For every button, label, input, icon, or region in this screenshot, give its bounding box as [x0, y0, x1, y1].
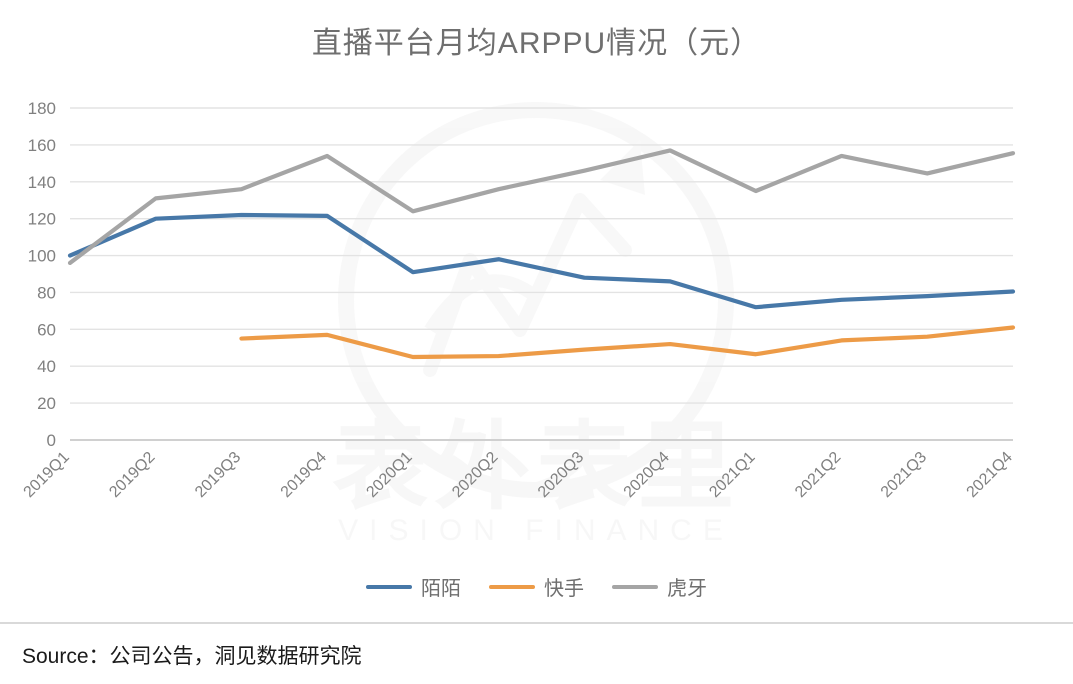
x-axis-labels: 2019Q1 2019Q2 2019Q3 2019Q4 2020Q1 2020Q2 2020…	[21, 449, 1016, 501]
y-axis-tick-label: 60	[37, 320, 56, 339]
y-axis-tick-label: 120	[28, 210, 56, 229]
x-axis-tick-label: 2019Q4	[278, 449, 330, 501]
legend-swatch-icon	[366, 584, 412, 589]
x-axis-tick-label: 2020Q2	[449, 449, 501, 501]
chart-plot-area: 0 20 40 60 80 100 120 140 160 180 2019Q1 2019Q2 201…	[21, 99, 1016, 501]
series-line-快手	[239, 325, 1016, 360]
x-axis-tick-label: 2021Q4	[964, 449, 1016, 501]
source-note: Source：公司公告，洞见数据研究院	[22, 645, 362, 668]
x-axis-tick-label: 2020Q1	[363, 449, 415, 501]
x-axis-tick-label: 2020Q3	[535, 449, 587, 501]
y-axis-tick-label: 80	[37, 283, 56, 302]
x-axis-tick-label: 2019Q3	[192, 449, 244, 501]
legend-item-快手[interactable]: 快手	[489, 572, 584, 601]
footer-divider	[0, 622, 1073, 624]
chart-legend: 陌陌 快手 虎牙	[0, 572, 1073, 601]
y-axis-tick-label: 40	[37, 357, 56, 376]
y-axis-tick-label: 160	[28, 136, 56, 155]
x-axis-tick-label: 2019Q2	[106, 449, 158, 501]
x-axis-tick-label: 2019Q1	[21, 449, 73, 501]
y-axis-tick-label: 140	[28, 173, 56, 192]
y-axis-tick-label: 20	[37, 394, 56, 413]
gridlines	[70, 107, 1013, 441]
x-axis-tick-label: 2021Q3	[878, 449, 930, 501]
legend-swatch-icon	[612, 584, 658, 589]
legend-item-陌陌[interactable]: 陌陌	[366, 572, 461, 601]
legend-item-虎牙[interactable]: 虎牙	[612, 572, 707, 601]
x-axis-tick-label: 2021Q1	[706, 449, 758, 501]
legend-label: 陌陌	[421, 578, 461, 600]
legend-label: 虎牙	[667, 578, 707, 600]
y-axis-tick-label: 100	[28, 247, 56, 266]
series-line-陌陌	[67, 212, 1016, 310]
legend-swatch-icon	[489, 584, 535, 589]
legend-label: 快手	[544, 578, 584, 600]
y-axis-labels: 0 20 40 60 80 100 120 140 160 180	[28, 99, 56, 450]
y-axis-tick-label: 0	[47, 431, 56, 450]
y-axis-tick-label: 180	[28, 99, 56, 118]
x-axis-tick-label: 2021Q2	[792, 449, 844, 501]
chart-title: 直播平台月均ARPPU情况（元）	[311, 27, 762, 60]
series-line-虎牙	[67, 148, 1016, 266]
x-axis-tick-label: 2020Q4	[621, 449, 673, 501]
